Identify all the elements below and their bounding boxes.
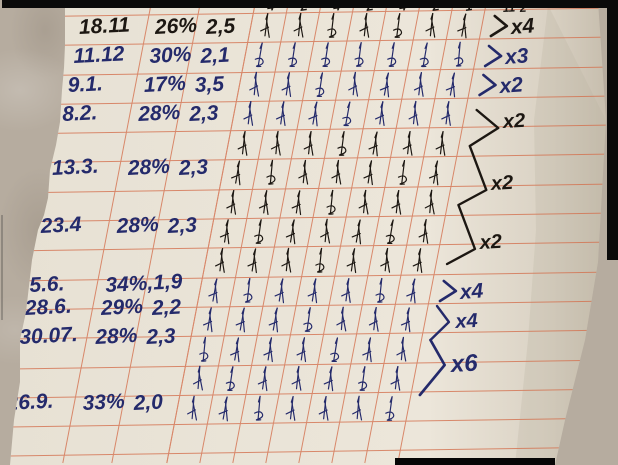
svg-text:30%: 30%	[149, 43, 193, 68]
svg-text:33%: 33%	[82, 390, 126, 415]
svg-text:2,3: 2,3	[188, 101, 220, 126]
svg-text:x4: x4	[454, 310, 478, 333]
svg-text:26%: 26%	[153, 14, 198, 39]
svg-text:x2: x2	[501, 110, 525, 133]
svg-text:2,5: 2,5	[204, 14, 236, 39]
svg-text:28.6.: 28.6.	[23, 295, 72, 320]
svg-text:28%: 28%	[126, 155, 171, 180]
svg-text:28%: 28%	[115, 213, 160, 238]
svg-text:30.07.: 30.07.	[19, 323, 79, 349]
svg-text:13.3.: 13.3.	[51, 155, 99, 180]
svg-text:2,3: 2,3	[177, 155, 209, 180]
svg-text:x3: x3	[503, 44, 529, 69]
svg-text:3,5: 3,5	[194, 72, 225, 97]
svg-text:2,0: 2,0	[132, 390, 164, 415]
svg-text:x2: x2	[498, 73, 524, 98]
svg-text:x6: x6	[448, 350, 479, 378]
svg-text:x2: x2	[489, 172, 513, 195]
svg-text:28%: 28%	[94, 324, 139, 349]
svg-text:11.12: 11.12	[73, 42, 125, 68]
svg-text:8.2.: 8.2.	[62, 101, 98, 126]
svg-text:2,2: 2,2	[150, 295, 182, 320]
svg-text:29%: 29%	[99, 295, 144, 320]
svg-text:26.9.: 26.9.	[5, 390, 54, 415]
svg-text:17%: 17%	[143, 72, 187, 97]
svg-text:x2: x2	[478, 231, 502, 254]
svg-text:23.4: 23.4	[39, 213, 82, 238]
svg-text:18.11: 18.11	[78, 13, 130, 39]
svg-text:5.6.: 5.6.	[29, 272, 65, 297]
svg-text:9.1.: 9.1.	[67, 72, 103, 97]
svg-text:x4: x4	[458, 279, 484, 304]
svg-text:2,3: 2,3	[145, 324, 177, 349]
svg-text:x4: x4	[509, 14, 535, 39]
svg-text:2,1: 2,1	[199, 43, 230, 68]
svg-text:2,3: 2,3	[166, 213, 198, 238]
svg-text:34%,1,9: 34%,1,9	[105, 270, 183, 297]
svg-text:28%: 28%	[137, 101, 182, 126]
